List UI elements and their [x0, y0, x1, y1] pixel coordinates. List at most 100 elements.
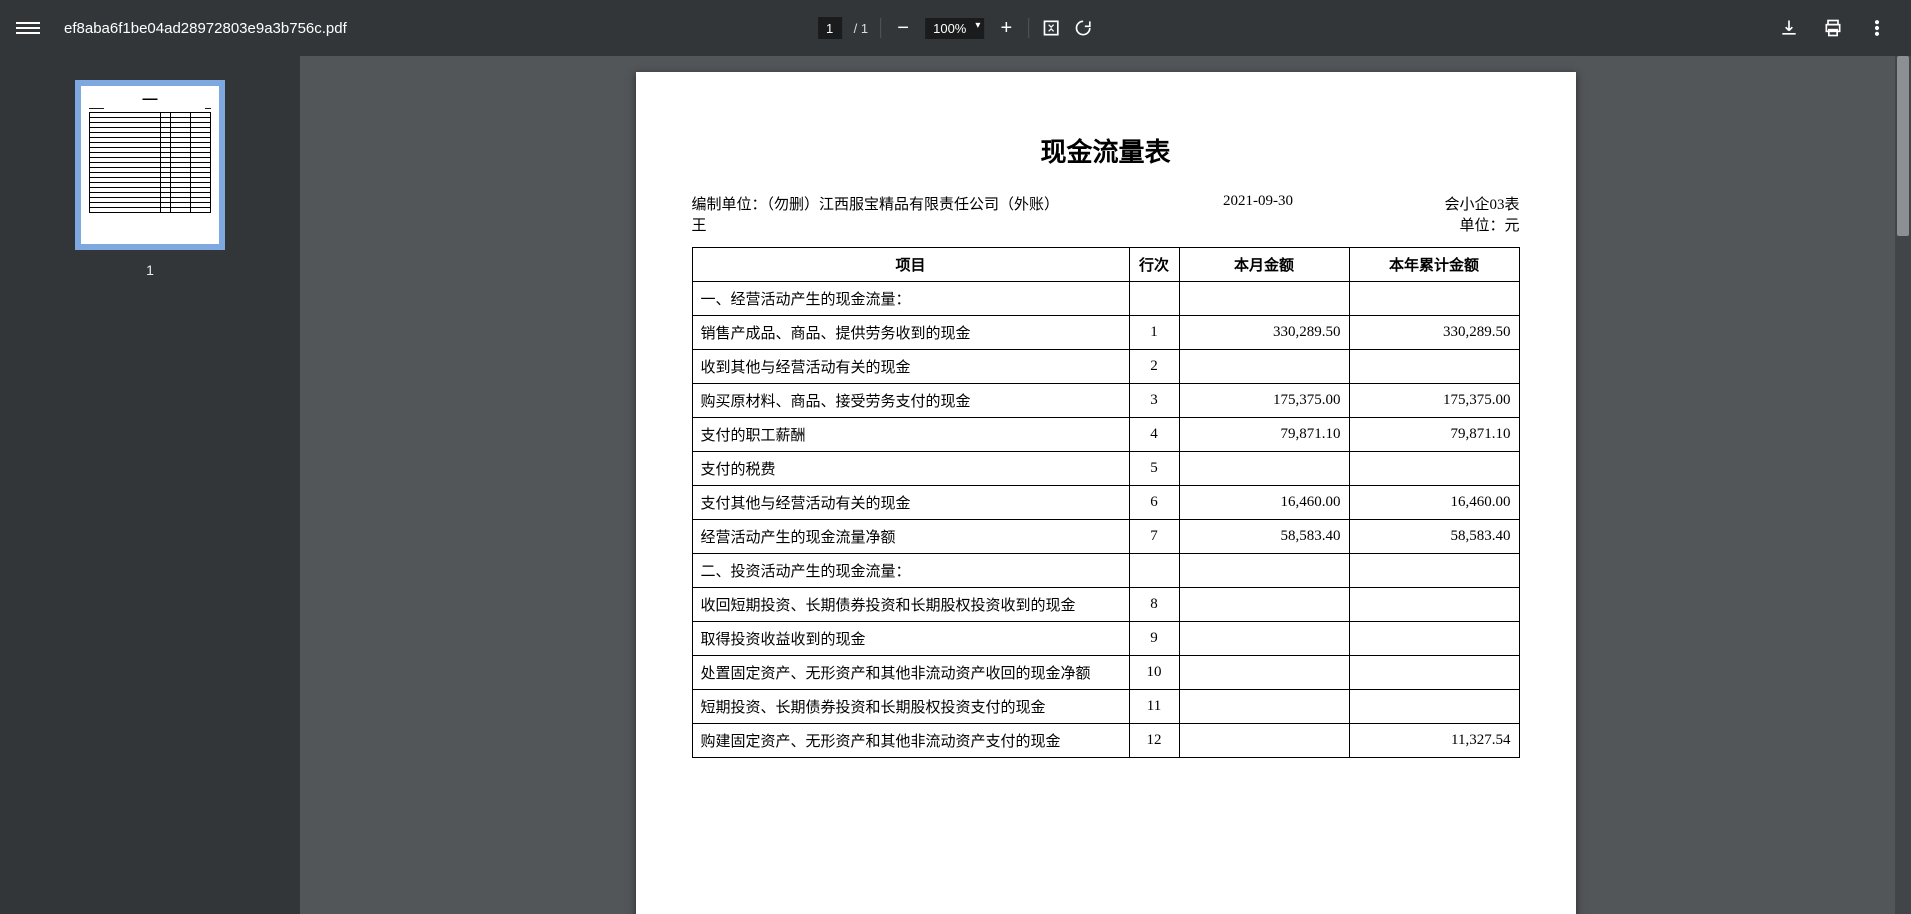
cell-item: 购买原材料、商品、接受劳务支付的现金: [692, 384, 1129, 418]
page-total-value: 1: [861, 21, 868, 36]
download-icon[interactable]: [1779, 18, 1799, 38]
table-row: 收回短期投资、长期债券投资和长期股权投资收到的现金8: [692, 588, 1519, 622]
table-row: 收到其他与经营活动有关的现金2: [692, 350, 1519, 384]
th-row: 行次: [1129, 248, 1179, 282]
cashflow-table: 项目 行次 本月金额 本年累计金额 一、经营活动产生的现金流量：销售产成品、商品…: [692, 247, 1520, 758]
table-row: 支付的职工薪酬479,871.1079,871.10: [692, 418, 1519, 452]
th-year: 本年累计金额: [1349, 248, 1519, 282]
cell-month: 79,871.10: [1179, 418, 1349, 452]
zoom-in-button[interactable]: +: [996, 17, 1016, 40]
thumbnail-number: 1: [146, 262, 154, 278]
thumbnail-sidebar: ▬▬▬ ▬▬▬▬▬▬▬: [0, 56, 300, 914]
fit-page-icon[interactable]: [1041, 18, 1061, 38]
cell-row: 11: [1129, 690, 1179, 724]
cell-row: 8: [1129, 588, 1179, 622]
cell-year: [1349, 622, 1519, 656]
cell-year: 11,327.54: [1349, 724, 1519, 758]
cell-item: 销售产成品、商品、提供劳务收到的现金: [692, 316, 1129, 350]
cell-row: 10: [1129, 656, 1179, 690]
cell-month: 16,460.00: [1179, 486, 1349, 520]
cell-month: [1179, 724, 1349, 758]
cell-month: [1179, 350, 1349, 384]
cell-year: [1349, 452, 1519, 486]
table-row: 短期投资、长期债券投资和长期股权投资支付的现金11: [692, 690, 1519, 724]
print-icon[interactable]: [1823, 18, 1843, 38]
cell-year: 175,375.00: [1349, 384, 1519, 418]
cell-row: 12: [1129, 724, 1179, 758]
page-thumbnail[interactable]: ▬▬▬ ▬▬▬▬▬▬▬: [75, 80, 225, 250]
cell-month: [1179, 656, 1349, 690]
cell-item: 取得投资收益收到的现金: [692, 622, 1129, 656]
zoom-level[interactable]: 100%: [925, 18, 984, 39]
cell-item: 一、经营活动产生的现金流量：: [692, 282, 1129, 316]
date-label: 2021-09-30: [1223, 193, 1293, 235]
cell-item: 支付的职工薪酬: [692, 418, 1129, 452]
cell-row: 5: [1129, 452, 1179, 486]
document-title: 现金流量表: [636, 132, 1576, 169]
table-header-row: 项目 行次 本月金额 本年累计金额: [692, 248, 1519, 282]
form-code: 会小企03表: [1444, 193, 1519, 214]
page-total-label: / 1: [854, 21, 868, 36]
cell-year: [1349, 588, 1519, 622]
cell-month: [1179, 588, 1349, 622]
cell-month: 175,375.00: [1179, 384, 1349, 418]
cell-year: [1349, 282, 1519, 316]
cell-item: 短期投资、长期债券投资和长期股权投资支付的现金: [692, 690, 1129, 724]
unit-label: 单位：元: [1444, 214, 1519, 235]
cell-row: 6: [1129, 486, 1179, 520]
cell-item: 收到其他与经营活动有关的现金: [692, 350, 1129, 384]
cell-month: [1179, 622, 1349, 656]
table-row: 经营活动产生的现金流量净额758,583.4058,583.40: [692, 520, 1519, 554]
cell-row: [1129, 282, 1179, 316]
table-row: 取得投资收益收到的现金9: [692, 622, 1519, 656]
rotate-icon[interactable]: [1073, 18, 1093, 38]
zoom-select-wrap[interactable]: 100%: [925, 18, 984, 39]
pdf-page: 现金流量表 编制单位：（勿删）江西服宝精品有限责任公司（外账）王 2021-09…: [636, 72, 1576, 914]
more-icon[interactable]: [1867, 18, 1887, 38]
cell-year: 16,460.00: [1349, 486, 1519, 520]
cell-month: 58,583.40: [1179, 520, 1349, 554]
cell-row: 7: [1129, 520, 1179, 554]
content-area[interactable]: 现金流量表 编制单位：（勿删）江西服宝精品有限责任公司（外账）王 2021-09…: [300, 56, 1911, 914]
vertical-scrollbar[interactable]: [1895, 56, 1911, 914]
table-row: 购建固定资产、无形资产和其他非流动资产支付的现金12 11,327.54: [692, 724, 1519, 758]
menu-icon[interactable]: [16, 16, 40, 40]
header-right: 会小企03表 单位：元: [1444, 193, 1519, 235]
th-month: 本月金额: [1179, 248, 1349, 282]
cell-row: 3: [1129, 384, 1179, 418]
filename-label: ef8aba6f1be04ad28972803e9a3b756c.pdf: [64, 20, 347, 37]
cell-item: 支付其他与经营活动有关的现金: [692, 486, 1129, 520]
table-row: 购买原材料、商品、接受劳务支付的现金3175,375.00175,375.00: [692, 384, 1519, 418]
page-number-input[interactable]: [818, 17, 842, 39]
th-item: 项目: [692, 248, 1129, 282]
cell-item: 收回短期投资、长期债券投资和长期股权投资收到的现金: [692, 588, 1129, 622]
cell-year: [1349, 690, 1519, 724]
cell-month: [1179, 452, 1349, 486]
cell-item: 购建固定资产、无形资产和其他非流动资产支付的现金: [692, 724, 1129, 758]
document-header: 编制单位：（勿删）江西服宝精品有限责任公司（外账）王 2021-09-30 会小…: [636, 193, 1576, 247]
cell-item: 经营活动产生的现金流量净额: [692, 520, 1129, 554]
table-row: 销售产成品、商品、提供劳务收到的现金1330,289.50330,289.50: [692, 316, 1519, 350]
cell-row: [1129, 554, 1179, 588]
table-row: 一、经营活动产生的现金流量：: [692, 282, 1519, 316]
scrollbar-thumb[interactable]: [1897, 56, 1909, 236]
cell-item: 处置固定资产、无形资产和其他非流动资产收回的现金净额: [692, 656, 1129, 690]
table-row: 支付的税费5: [692, 452, 1519, 486]
cell-year: [1349, 554, 1519, 588]
toolbar-divider: [1028, 18, 1029, 38]
cell-year: 58,583.40: [1349, 520, 1519, 554]
cell-year: [1349, 656, 1519, 690]
cell-month: 330,289.50: [1179, 316, 1349, 350]
cell-month: [1179, 554, 1349, 588]
cell-month: [1179, 690, 1349, 724]
cell-item: 二、投资活动产生的现金流量：: [692, 554, 1129, 588]
cell-year: 79,871.10: [1349, 418, 1519, 452]
table-row: 处置固定资产、无形资产和其他非流动资产收回的现金净额10: [692, 656, 1519, 690]
cell-row: 4: [1129, 418, 1179, 452]
cell-row: 2: [1129, 350, 1179, 384]
zoom-out-button[interactable]: −: [893, 17, 913, 40]
table-row: 二、投资活动产生的现金流量：: [692, 554, 1519, 588]
cell-row: 9: [1129, 622, 1179, 656]
org-label: 编制单位：（勿删）江西服宝精品有限责任公司（外账）王: [692, 193, 1072, 235]
main-area: ▬▬▬ ▬▬▬▬▬▬▬: [0, 56, 1911, 914]
